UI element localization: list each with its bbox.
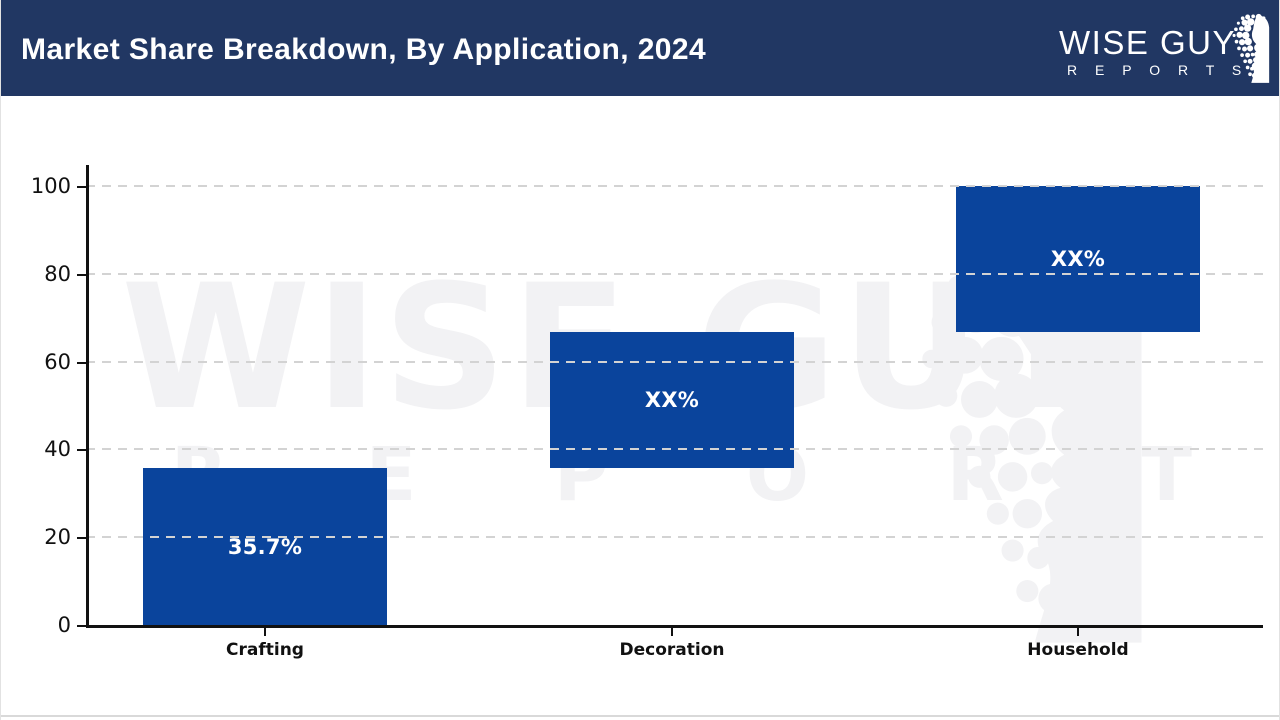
x-category-label-decoration: Decoration: [619, 640, 725, 660]
gridline-y100: [86, 185, 1263, 187]
y-tickmark-0: [77, 625, 86, 627]
x-category-label-household: Household: [1027, 640, 1129, 660]
bar-value-label: XX%: [1050, 246, 1106, 271]
gridline-y60: [86, 360, 1263, 363]
y-tick-label-20: 20: [44, 525, 71, 550]
logo-reports-text: R E P O R T S: [1067, 62, 1249, 78]
wiseguy-head-icon: [1232, 13, 1270, 83]
bar-value-label: 35.7%: [227, 534, 303, 559]
x-axis-line: [86, 625, 1263, 628]
chart-title: Market Share Breakdown, By Application, …: [21, 33, 707, 66]
gridline-y20: [86, 536, 1263, 539]
x-tickmark-decoration: [671, 628, 673, 636]
y-tick-label-100: 100: [30, 174, 71, 198]
waterfall-bar-decoration: XX%: [550, 331, 794, 469]
gridline-y40: [86, 448, 1263, 451]
waterfall-bar-household: XX%: [956, 186, 1200, 332]
y-tickmark-40: [77, 449, 86, 452]
y-tickmark-80: [77, 273, 86, 276]
y-axis-line: [86, 165, 89, 627]
y-tick-label-0: 0: [57, 613, 71, 637]
y-tick-label-40: 40: [44, 437, 71, 462]
y-tickmark-20: [77, 537, 86, 540]
gridline-y80: [86, 272, 1263, 275]
bottom-divider: [1, 715, 1279, 717]
bar-value-label: XX%: [644, 387, 700, 412]
wiseguy-logo: WISE GUY R E P O R T S: [1027, 6, 1270, 92]
y-tickmark-60: [77, 361, 86, 364]
logo-wiseguy-text: WISE GUY: [1059, 24, 1237, 61]
y-tickmark-100: [77, 186, 86, 188]
waterfall-bar-crafting: 35.7%: [143, 468, 387, 625]
x-tickmark-household: [1077, 628, 1079, 636]
y-tick-label-60: 60: [44, 349, 71, 374]
y-tick-label-80: 80: [44, 261, 71, 286]
header-bar: Market Share Breakdown, By Application, …: [1, 0, 1279, 96]
x-category-label-crafting: Crafting: [226, 640, 304, 660]
x-tickmark-crafting: [264, 628, 266, 636]
